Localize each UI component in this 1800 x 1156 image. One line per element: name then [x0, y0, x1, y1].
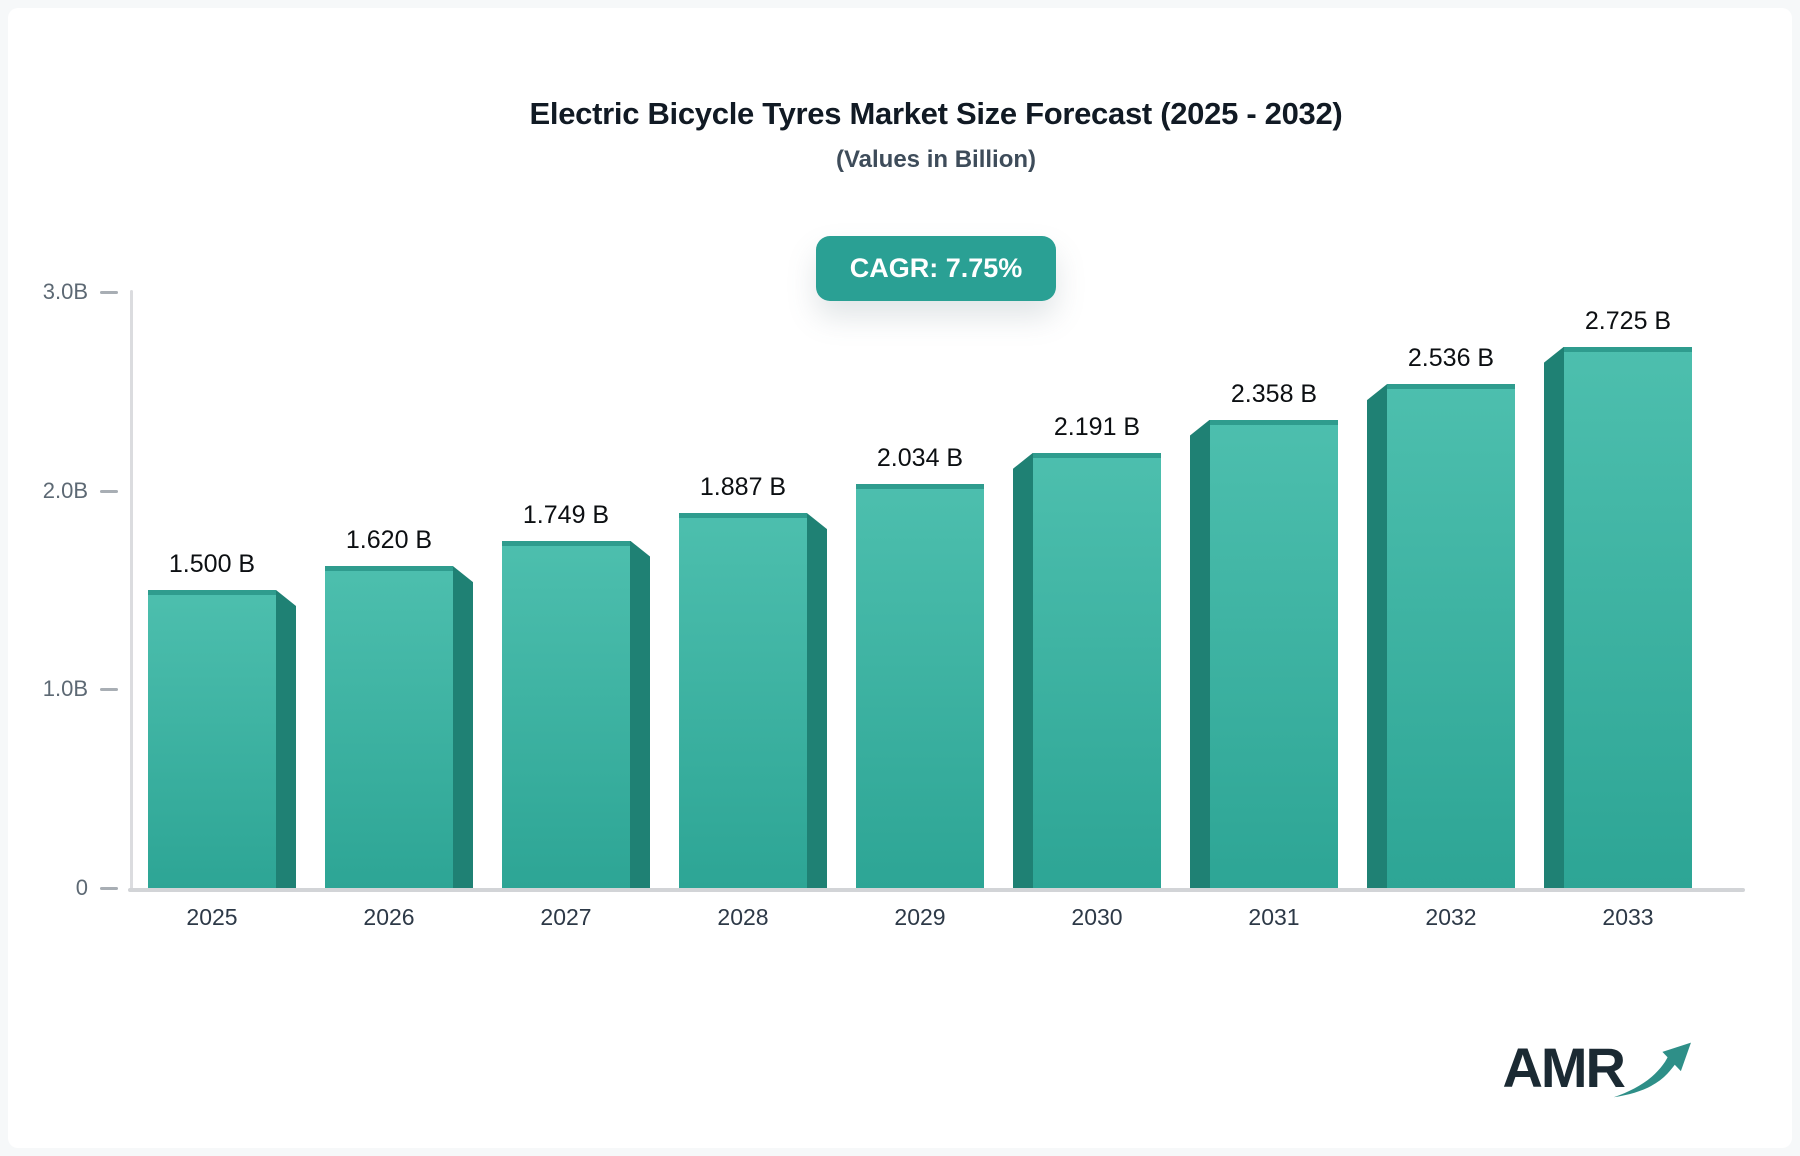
bar-side-face	[1544, 346, 1564, 888]
bar	[1564, 346, 1692, 888]
bar	[856, 483, 984, 888]
amr-logo: AMR	[1502, 1038, 1696, 1104]
x-tick-label: 2032	[1425, 904, 1477, 930]
bar-side-face	[276, 590, 296, 888]
y-tick-label: 2.0B	[42, 477, 88, 503]
y-tick-label: 1.0B	[42, 676, 88, 702]
bar-value-label: 2.358 B	[1230, 379, 1318, 408]
chart-subtitle: (Values in Billion)	[835, 146, 1037, 173]
x-tick-label: 2026	[363, 904, 415, 930]
chart-title: Electric Bicycle Tyres Market Size Forec…	[529, 96, 1343, 131]
bar-side-face	[1367, 384, 1387, 888]
bar-value-label: 2.725 B	[1584, 306, 1672, 335]
bar	[1033, 452, 1161, 888]
bar-value-label: 2.191 B	[1053, 412, 1141, 441]
bar	[325, 566, 453, 888]
bar-value-label: 1.500 B	[168, 550, 256, 578]
bar-side-face	[807, 513, 827, 888]
x-tick-label: 2033	[1602, 904, 1654, 930]
x-tick-label: 2028	[717, 904, 769, 930]
bar-value-label: 1.887 B	[699, 473, 787, 502]
y-axis-line	[130, 290, 133, 891]
x-axis-baseline	[128, 888, 1745, 892]
bar-top-edge	[325, 566, 453, 572]
y-tick-mark	[100, 887, 118, 890]
y-tick-mark	[100, 489, 118, 493]
x-tick-label: 2030	[1071, 904, 1123, 930]
bar-value-label: 1.620 B	[345, 526, 433, 555]
bar-value-label: 2.536 B	[1407, 344, 1495, 373]
bar-top-edge	[148, 590, 276, 595]
bar-top-edge	[502, 540, 630, 546]
y-tick-mark	[100, 291, 118, 294]
bar	[1387, 384, 1515, 888]
amr-logo-text: AMR	[1502, 1036, 1626, 1099]
bar-top-edge	[679, 513, 807, 519]
bar-top-edge	[1564, 346, 1692, 352]
x-tick-label: 2029	[894, 904, 946, 930]
bar-side-face	[630, 540, 650, 888]
bar-side-face	[1190, 419, 1210, 888]
bar-value-label: 2.034 B	[876, 443, 964, 472]
bar	[148, 590, 276, 888]
growth-arrow-icon	[1613, 1042, 1691, 1098]
bar-top-edge	[1387, 384, 1515, 390]
bar-value-label: 1.749 B	[522, 500, 610, 529]
y-tick-mark	[100, 688, 118, 692]
bar	[502, 540, 630, 888]
bar-side-face	[1013, 452, 1033, 888]
x-tick-label: 2025	[186, 904, 238, 930]
bar-top-edge	[1210, 419, 1338, 425]
y-tick-label: 0	[75, 875, 88, 900]
bar-top-edge	[1033, 452, 1161, 458]
bar-side-face	[453, 566, 473, 888]
bar-top-edge	[856, 483, 984, 489]
bar	[1210, 419, 1338, 888]
x-tick-label: 2027	[540, 904, 592, 930]
x-tick-label: 2031	[1248, 904, 1300, 930]
y-tick-label: 3.0B	[42, 279, 88, 304]
bar	[679, 513, 807, 888]
cagr-badge: CAGR: 7.75%	[815, 236, 1057, 301]
chart-header: Electric Bicycle Tyres Market Size Forec…	[130, 0, 1742, 301]
